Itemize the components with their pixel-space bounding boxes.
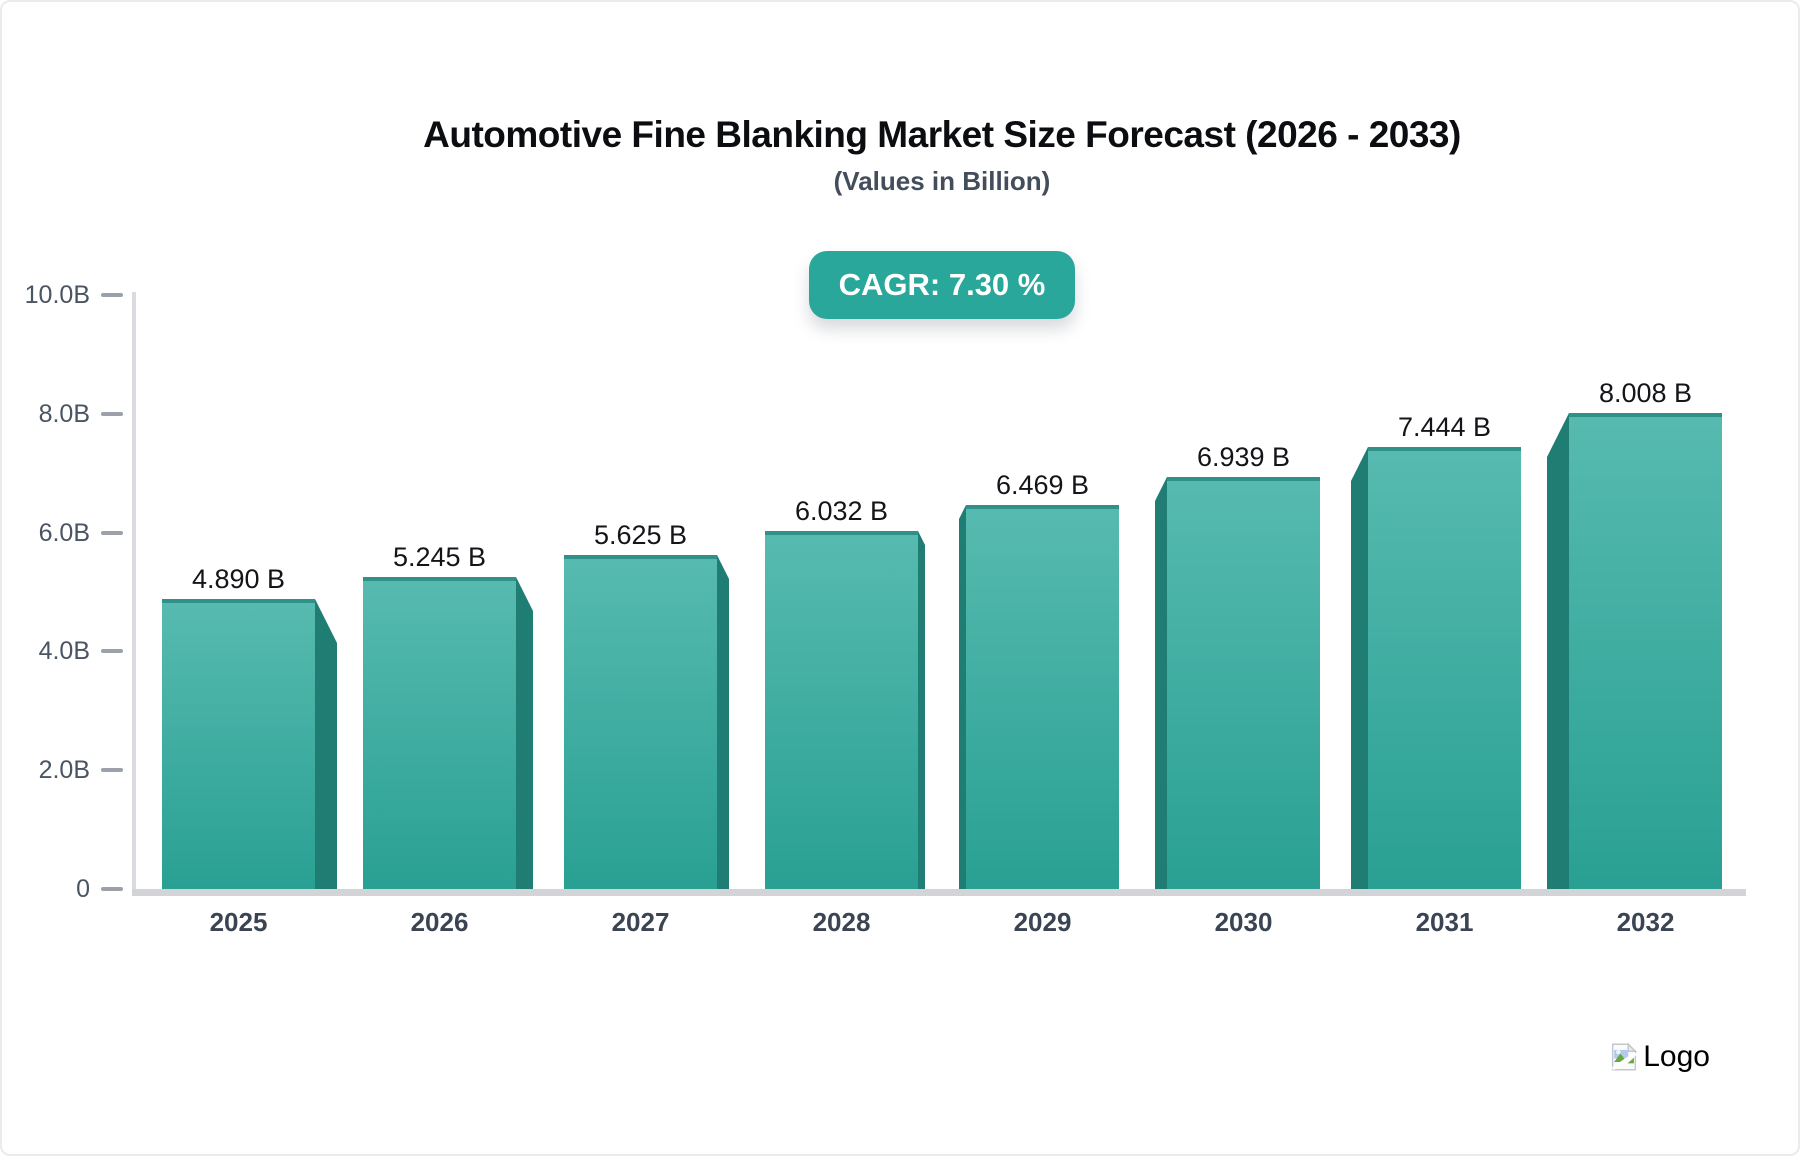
bar-side-2029 xyxy=(959,505,966,889)
bar-2026: 5.245 B xyxy=(363,542,516,889)
x-label-2031: 2031 xyxy=(1415,907,1474,937)
bar-value-label-2029: 6.469 B xyxy=(995,470,1090,500)
bar-slot-2030: 6.939 B xyxy=(1143,295,1344,889)
x-label-2030: 2030 xyxy=(1214,907,1273,937)
y-tick-label-0: 0 xyxy=(76,875,90,903)
bar-2032: 8.008 B xyxy=(1569,378,1722,889)
bar-side-2026 xyxy=(516,577,533,889)
bar-slot-2025: 4.890 B xyxy=(138,295,339,889)
bar-value-label-2025: 4.890 B xyxy=(191,564,286,594)
bar-2028: 6.032 B xyxy=(765,496,918,889)
bar-side-2025 xyxy=(315,599,337,889)
y-tick-label-10.0B: 10.0B xyxy=(24,281,90,309)
x-label-2029: 2029 xyxy=(1013,907,1072,937)
broken-image-icon xyxy=(1611,1042,1638,1071)
y-tick-dash-8.0B xyxy=(101,411,123,416)
bar-value-label-2032: 8.008 B xyxy=(1598,378,1693,408)
chart-title: Automotive Fine Blanking Market Size For… xyxy=(423,114,1461,155)
x-label-2026: 2026 xyxy=(410,907,469,937)
bar-slot-2028: 6.032 B xyxy=(741,295,942,889)
bar-slot-2031: 7.444 B xyxy=(1344,295,1545,889)
x-axis-labels: 2025 2026 2027 2028 2029 2030 2031 2032 xyxy=(138,907,1746,938)
y-tick-label-2.0B: 2.0B xyxy=(38,756,90,785)
y-tick-dash-0 xyxy=(101,887,123,891)
x-label-2032: 2032 xyxy=(1616,907,1675,937)
bar-side-2032 xyxy=(1547,413,1569,889)
x-label-2027: 2027 xyxy=(611,907,670,937)
bar-side-2028 xyxy=(918,531,925,889)
logo: Logo xyxy=(1607,1040,1710,1074)
x-label-2028: 2028 xyxy=(812,907,871,937)
bar-value-label-2030: 6.939 B xyxy=(1196,442,1291,472)
bar-side-2030 xyxy=(1155,477,1167,889)
cagr-badge: CAGR: 7.30 % xyxy=(808,251,1076,319)
bar-2030: 6.939 B xyxy=(1167,442,1320,889)
bar-value-label-2026: 5.245 B xyxy=(392,542,487,572)
bar-side-2027 xyxy=(717,555,729,889)
y-tick-dash-2.0B xyxy=(101,768,123,773)
y-tick-dash-6.0B xyxy=(101,530,123,535)
bar-2025: 4.890 B xyxy=(162,564,315,889)
bar-slot-2032: 8.008 B xyxy=(1545,295,1746,889)
cagr-badge-row: CAGR: 7.30 % xyxy=(136,251,1748,319)
y-tick-label-4.0B: 4.0B xyxy=(38,637,90,666)
bar-value-label-2028: 6.032 B xyxy=(794,496,889,526)
y-tick-label-8.0B: 8.0B xyxy=(38,399,90,428)
y-axis-line xyxy=(132,292,136,893)
bar-2031: 7.444 B xyxy=(1368,412,1521,889)
bar-side-2031 xyxy=(1351,447,1368,889)
chart-subtitle: (Values in Billion) xyxy=(833,166,1051,196)
x-label-2025: 2025 xyxy=(209,907,268,937)
logo-alt-text: Logo xyxy=(1643,1040,1710,1073)
bar-slot-2027: 5.625 B xyxy=(540,295,741,889)
bar-value-label-2031: 7.444 B xyxy=(1397,412,1492,442)
y-tick-label-6.0B: 6.0B xyxy=(38,518,90,547)
bar-series: 4.890 B 5.245 B 5.625 B 6.032 B 6.469 B 6.939… xyxy=(138,295,1746,889)
y-tick-dash-10.0B xyxy=(101,293,123,297)
bar-slot-2029: 6.469 B xyxy=(942,295,1143,889)
bar-2027: 5.625 B xyxy=(564,520,717,889)
bar-slot-2026: 5.245 B xyxy=(339,295,540,889)
x-axis-line xyxy=(132,889,1746,896)
bar-value-label-2027: 5.625 B xyxy=(593,520,688,550)
bar-2029: 6.469 B xyxy=(966,470,1119,889)
y-tick-dash-4.0B xyxy=(101,649,123,654)
